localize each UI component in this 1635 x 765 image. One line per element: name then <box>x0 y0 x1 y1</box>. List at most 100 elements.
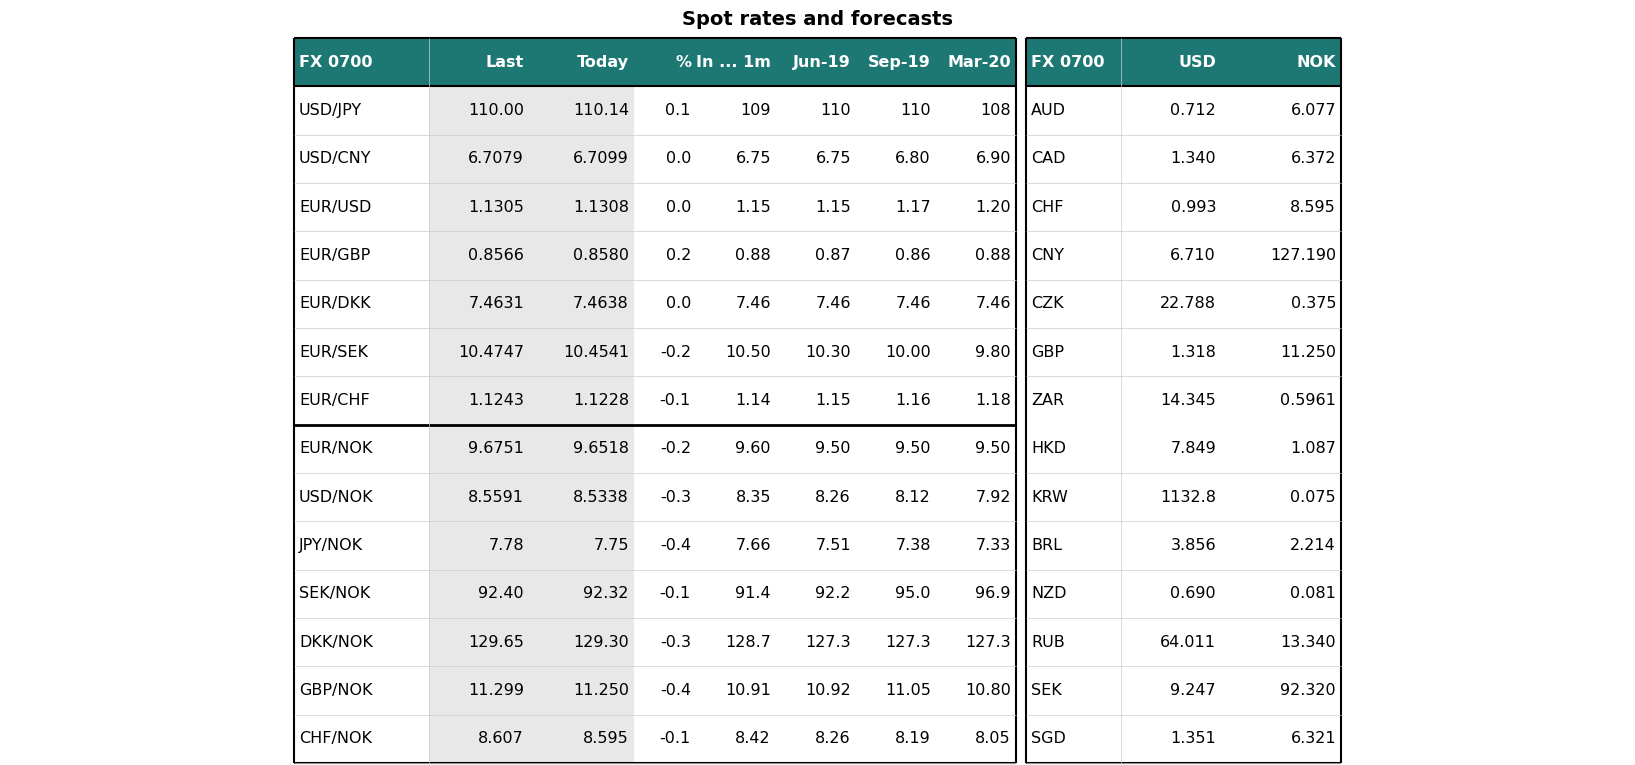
Bar <box>634 715 697 763</box>
Text: Spot rates and forecasts: Spot rates and forecasts <box>682 9 953 28</box>
Bar <box>634 86 697 135</box>
Text: 6.7079: 6.7079 <box>468 151 523 166</box>
Bar <box>428 570 530 618</box>
Text: Sep-19: Sep-19 <box>868 54 930 70</box>
Text: 10.92: 10.92 <box>806 683 850 698</box>
Text: 110: 110 <box>821 103 850 118</box>
Bar <box>294 570 428 618</box>
Text: HKD: HKD <box>1032 441 1066 457</box>
Text: 0.88: 0.88 <box>974 248 1010 263</box>
Bar <box>857 570 935 618</box>
Bar <box>1027 521 1122 570</box>
Bar <box>1221 473 1341 521</box>
Bar <box>857 618 935 666</box>
Bar <box>1027 425 1122 473</box>
Bar <box>935 183 1015 231</box>
Bar <box>777 280 857 328</box>
Bar <box>530 618 634 666</box>
Text: 8.26: 8.26 <box>816 731 850 747</box>
Bar <box>428 86 530 135</box>
Text: 9.60: 9.60 <box>736 441 772 457</box>
Text: 22.788: 22.788 <box>1159 296 1216 311</box>
Text: 8.5591: 8.5591 <box>468 490 523 505</box>
Bar <box>1027 666 1122 715</box>
Bar <box>935 38 1015 86</box>
Text: 8.607: 8.607 <box>479 731 523 747</box>
Text: 96.9: 96.9 <box>976 586 1010 601</box>
Text: 0.86: 0.86 <box>896 248 930 263</box>
Bar <box>935 521 1015 570</box>
Text: USD/JPY: USD/JPY <box>299 103 361 118</box>
Text: CZK: CZK <box>1032 296 1064 311</box>
Text: 1.1305: 1.1305 <box>468 200 523 215</box>
Text: 6.372: 6.372 <box>1290 151 1336 166</box>
Text: 0.375: 0.375 <box>1290 296 1336 311</box>
Bar <box>634 231 697 280</box>
Text: 8.5338: 8.5338 <box>574 490 629 505</box>
Bar <box>857 183 935 231</box>
Text: 6.321: 6.321 <box>1290 731 1336 747</box>
Bar <box>1122 38 1221 86</box>
Text: 7.46: 7.46 <box>976 296 1010 311</box>
Bar <box>697 618 777 666</box>
Bar <box>428 715 530 763</box>
Text: 127.3: 127.3 <box>806 635 850 649</box>
Bar <box>1221 280 1341 328</box>
Text: -0.4: -0.4 <box>661 538 692 553</box>
Bar <box>428 135 530 183</box>
Text: 129.30: 129.30 <box>574 635 629 649</box>
Text: 108: 108 <box>981 103 1010 118</box>
Bar <box>777 376 857 425</box>
Text: 0.5961: 0.5961 <box>1280 393 1336 408</box>
Bar <box>428 521 530 570</box>
Text: 129.65: 129.65 <box>468 635 523 649</box>
Text: 0.0: 0.0 <box>665 296 692 311</box>
Bar <box>935 376 1015 425</box>
Bar <box>1027 618 1122 666</box>
Text: 8.26: 8.26 <box>816 490 850 505</box>
Bar <box>1027 715 1122 763</box>
Text: 9.80: 9.80 <box>976 345 1010 360</box>
Bar <box>777 86 857 135</box>
Text: 0.712: 0.712 <box>1171 103 1216 118</box>
Text: 8.19: 8.19 <box>896 731 930 747</box>
Text: 11.250: 11.250 <box>572 683 629 698</box>
Bar <box>1027 376 1122 425</box>
Text: EUR/GBP: EUR/GBP <box>299 248 370 263</box>
Bar <box>777 183 857 231</box>
Bar <box>634 666 697 715</box>
Bar <box>294 280 428 328</box>
Text: 6.80: 6.80 <box>896 151 930 166</box>
Bar <box>1122 618 1221 666</box>
Text: BRL: BRL <box>1032 538 1063 553</box>
Bar <box>1122 135 1221 183</box>
Text: 10.30: 10.30 <box>806 345 850 360</box>
Text: 8.595: 8.595 <box>1290 200 1336 215</box>
Bar <box>1027 86 1122 135</box>
Bar <box>1027 183 1122 231</box>
Bar <box>697 425 777 473</box>
Text: 7.51: 7.51 <box>816 538 850 553</box>
Text: USD/CNY: USD/CNY <box>299 151 371 166</box>
Bar <box>428 183 530 231</box>
Bar <box>1221 135 1341 183</box>
Text: 109: 109 <box>741 103 772 118</box>
Text: %: % <box>675 54 692 70</box>
Text: 92.40: 92.40 <box>479 586 523 601</box>
Bar <box>1221 183 1341 231</box>
Bar <box>777 328 857 376</box>
Bar <box>1122 473 1221 521</box>
Bar <box>777 618 857 666</box>
Bar <box>935 135 1015 183</box>
Text: 7.4631: 7.4631 <box>468 296 523 311</box>
Text: Last: Last <box>486 54 523 70</box>
Text: -0.1: -0.1 <box>661 731 692 747</box>
Text: -0.3: -0.3 <box>661 490 692 505</box>
Bar <box>777 38 857 86</box>
Bar <box>1122 86 1221 135</box>
Bar <box>1122 666 1221 715</box>
Text: 6.75: 6.75 <box>736 151 772 166</box>
Bar <box>294 425 428 473</box>
Text: 10.80: 10.80 <box>965 683 1010 698</box>
Text: 14.345: 14.345 <box>1161 393 1216 408</box>
